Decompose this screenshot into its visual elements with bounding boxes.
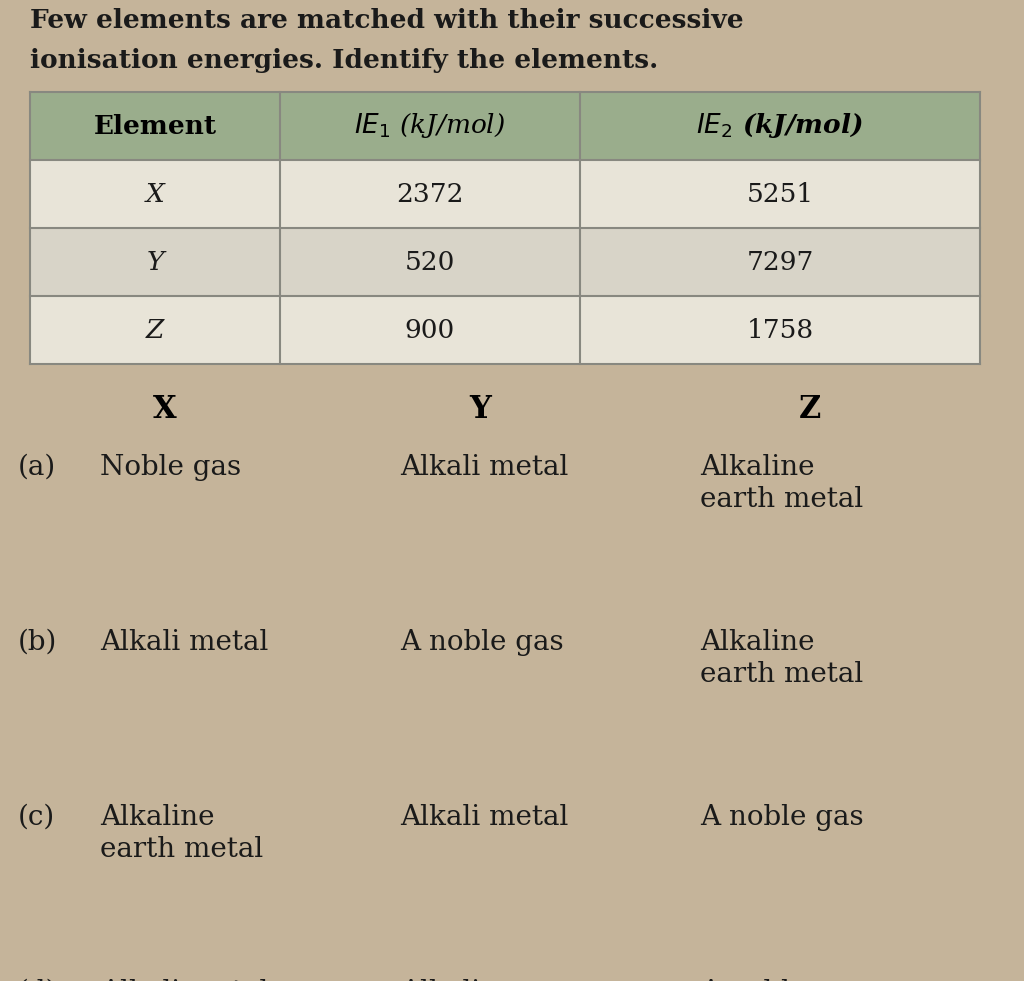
Text: Alkaline: Alkaline <box>400 979 514 981</box>
Text: (b): (b) <box>18 629 57 656</box>
Text: 5251: 5251 <box>746 181 813 206</box>
Text: Alkali metal: Alkali metal <box>400 454 568 481</box>
Text: Alkali metal: Alkali metal <box>100 629 268 656</box>
Bar <box>30 160 980 228</box>
Text: 900: 900 <box>404 318 455 342</box>
Bar <box>30 228 980 296</box>
Text: 2372: 2372 <box>396 181 464 206</box>
Bar <box>30 296 980 364</box>
Text: X: X <box>145 181 165 206</box>
Text: (c): (c) <box>18 804 55 831</box>
Text: earth metal: earth metal <box>100 836 263 863</box>
Text: earth metal: earth metal <box>700 661 863 688</box>
Text: 7297: 7297 <box>746 249 814 275</box>
Text: (d): (d) <box>18 979 57 981</box>
Text: Alkaline: Alkaline <box>100 804 214 831</box>
Text: Alkali metal: Alkali metal <box>400 804 568 831</box>
Text: Noble gas: Noble gas <box>100 454 241 481</box>
Text: A noble gas: A noble gas <box>700 804 863 831</box>
Text: (a): (a) <box>18 454 56 481</box>
Text: $\mathit{IE}_2$ (kJ/mol): $\mathit{IE}_2$ (kJ/mol) <box>696 112 863 140</box>
Text: A noble gas: A noble gas <box>700 979 863 981</box>
Text: $\mathit{IE}_1$ (kJ/mol): $\mathit{IE}_1$ (kJ/mol) <box>354 112 506 140</box>
Text: Alkaline: Alkaline <box>700 629 814 656</box>
Text: Z: Z <box>799 393 821 425</box>
Text: Alkali metal: Alkali metal <box>100 979 268 981</box>
Text: Y: Y <box>146 249 164 275</box>
Text: Y: Y <box>469 393 490 425</box>
Text: earth metal: earth metal <box>700 486 863 513</box>
Text: A noble gas: A noble gas <box>400 629 563 656</box>
Bar <box>30 92 980 160</box>
Text: 1758: 1758 <box>746 318 813 342</box>
Text: Few elements are matched with their successive: Few elements are matched with their succ… <box>30 8 743 33</box>
Text: Element: Element <box>93 114 216 138</box>
Text: Z: Z <box>145 318 164 342</box>
Text: ionisation energies. Identify the elements.: ionisation energies. Identify the elemen… <box>30 48 658 73</box>
Text: X: X <box>154 393 177 425</box>
Text: 520: 520 <box>404 249 456 275</box>
Text: Alkaline: Alkaline <box>700 454 814 481</box>
